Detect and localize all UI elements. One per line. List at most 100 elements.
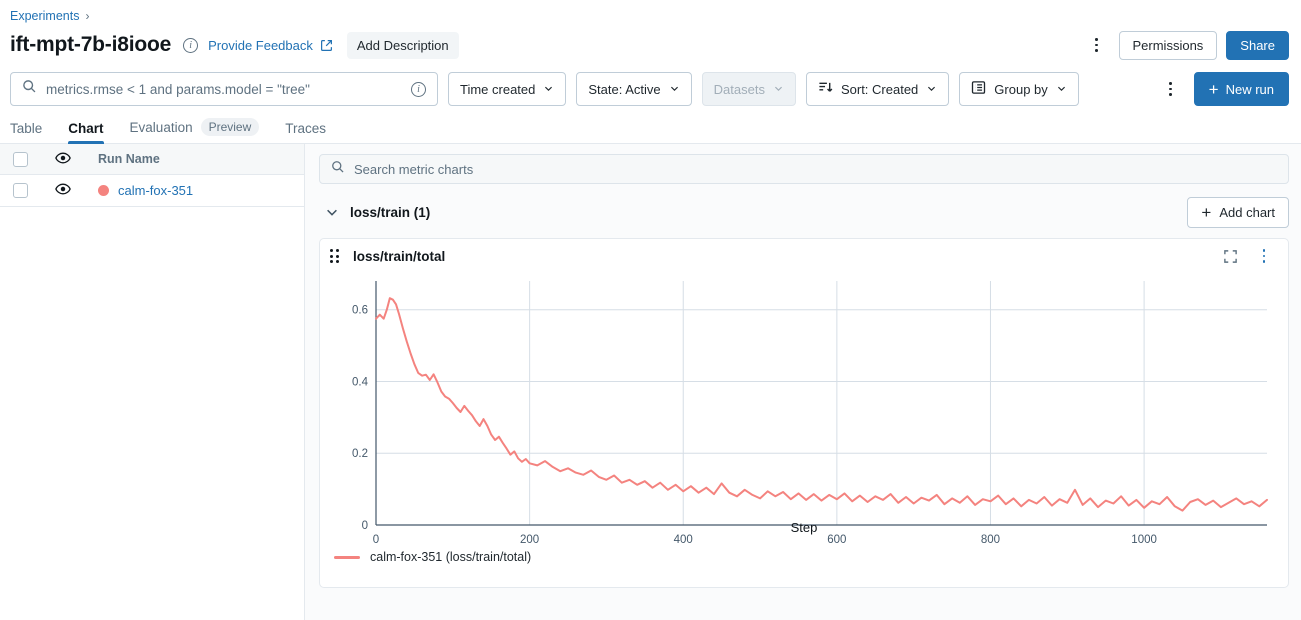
fullscreen-icon[interactable] <box>1223 249 1238 264</box>
add-chart-label: Add chart <box>1219 204 1275 220</box>
eye-icon[interactable] <box>55 150 71 169</box>
chevron-down-icon <box>773 82 784 97</box>
plus-icon: + <box>1201 202 1212 222</box>
drag-handle-icon[interactable] <box>330 249 342 263</box>
new-run-label: New run <box>1225 81 1274 97</box>
y-tick-label: 0.6 <box>352 305 368 317</box>
permissions-button[interactable]: Permissions <box>1118 30 1218 60</box>
chart-svg: 0 0.2 0.4 0.6 0 200 400 600 800 1000 <box>352 281 1268 546</box>
row-visibility-cell <box>40 181 86 200</box>
preview-badge: Preview <box>200 118 260 136</box>
chart-card-header: loss/train/total <box>320 239 1288 273</box>
search-help-icon[interactable]: i <box>411 81 426 97</box>
tab-table[interactable]: Table <box>10 121 42 143</box>
group-by-label: Group by <box>994 81 1048 97</box>
chevron-down-icon <box>926 82 937 97</box>
state-filter-label: State: Active <box>588 81 661 97</box>
tab-chart[interactable]: Chart <box>68 121 104 144</box>
x-tick-label: 200 <box>520 534 539 546</box>
sort-descending-icon <box>818 80 833 98</box>
info-circle-icon[interactable]: i <box>183 37 199 53</box>
search-icon <box>22 79 37 99</box>
chevron-down-icon[interactable] <box>319 205 345 219</box>
tab-traces-label: Traces <box>285 121 327 136</box>
datasets-label: Datasets <box>713 81 765 97</box>
time-created-label: Time created <box>460 81 536 97</box>
runs-panel: Run Name calm-fox-351 <box>0 144 305 620</box>
chart-legend: calm-fox-351 (loss/train/total) <box>334 550 531 564</box>
page-body: Run Name calm-fox-351 <box>0 144 1301 620</box>
metric-search-input[interactable]: Search metric charts <box>354 161 474 177</box>
row-checkbox-cell <box>0 183 40 198</box>
share-button[interactable]: Share <box>1226 30 1289 60</box>
tab-evaluation-label: Evaluation <box>129 119 193 135</box>
metric-chart-card: loss/train/total 0 0.2 0.4 0.6 0 200 400 600 800… <box>319 238 1289 588</box>
y-tick-label: 0.4 <box>352 376 369 388</box>
select-all-cell <box>0 151 40 167</box>
eye-icon[interactable] <box>55 181 71 200</box>
new-run-button[interactable]: + New run <box>1193 72 1289 106</box>
tab-evaluation[interactable]: Evaluation Preview <box>130 118 260 143</box>
page-title: ift-mpt-7b-i8iooe <box>10 33 172 56</box>
run-name-header-label: Run Name <box>98 152 160 166</box>
run-search-box[interactable]: metrics.rmse < 1 and params.model = "tre… <box>10 72 438 106</box>
runs-table-header: Run Name <box>0 144 304 175</box>
select-all-checkbox[interactable] <box>12 151 28 167</box>
tab-chart-label: Chart <box>68 121 104 136</box>
run-search-input[interactable]: metrics.rmse < 1 and params.model = "tre… <box>46 81 310 97</box>
run-color-swatch <box>98 185 109 196</box>
filter-toolbar: metrics.rmse < 1 and params.model = "tre… <box>0 66 1301 112</box>
toolbar-kebab-menu-icon[interactable] <box>1158 76 1184 102</box>
add-chart-button[interactable]: + Add chart <box>1187 196 1289 228</box>
metric-group-title: loss/train (1) <box>350 204 431 220</box>
charts-panel: Search metric charts loss/train (1) + Ad… <box>305 144 1301 620</box>
kebab-menu-icon[interactable] <box>1084 32 1110 58</box>
chevron-down-icon <box>669 82 680 97</box>
time-created-dropdown[interactable]: Time created <box>448 72 567 106</box>
visibility-header-cell <box>40 150 86 169</box>
title-actions: Permissions Share <box>1084 30 1289 60</box>
tab-table-label: Table <box>10 121 43 136</box>
chevron-down-icon <box>543 82 554 97</box>
x-tick-label: 400 <box>674 534 693 546</box>
sort-label: Sort: Created <box>840 81 919 97</box>
legend-color-line <box>334 555 360 559</box>
provide-feedback-link[interactable]: Provide Feedback <box>208 38 333 53</box>
x-axis-label: Step <box>790 520 818 535</box>
provide-feedback-label: Provide Feedback <box>208 37 313 53</box>
plus-icon: + <box>1208 79 1219 99</box>
run-name-link[interactable]: calm-fox-351 <box>118 183 194 198</box>
run-name-header-cell: Run Name <box>86 152 304 166</box>
breadcrumb: Experiments › <box>0 0 1301 24</box>
x-tick-label: 800 <box>981 534 1000 546</box>
breadcrumb-experiments-link[interactable]: Experiments <box>10 8 80 23</box>
legend-label: calm-fox-351 (loss/train/total) <box>370 550 532 564</box>
y-tick-label: 0.2 <box>352 448 368 460</box>
metric-search-box[interactable]: Search metric charts <box>319 154 1289 184</box>
datasets-dropdown: Datasets <box>701 72 796 106</box>
external-link-icon <box>320 39 333 52</box>
x-tick-label: 600 <box>827 534 846 546</box>
line-chart-plot: 0 0.2 0.4 0.6 0 200 400 600 800 1000 Step calm-fo… <box>320 273 1288 573</box>
breadcrumb-separator: › <box>85 8 90 23</box>
metric-group-header: loss/train (1) + Add chart <box>319 192 1289 232</box>
row-checkbox[interactable] <box>12 183 28 198</box>
series-line <box>375 297 1268 512</box>
state-filter-dropdown[interactable]: State: Active <box>576 72 692 106</box>
tab-traces[interactable]: Traces <box>285 121 326 143</box>
title-row: ift-mpt-7b-i8iooe i Provide Feedback Add… <box>0 24 1301 66</box>
chart-card-actions <box>1223 243 1277 269</box>
run-name-cell: calm-fox-351 <box>86 183 304 198</box>
x-tick-label: 0 <box>373 534 379 546</box>
y-tick-label: 0 <box>362 520 368 532</box>
table-row[interactable]: calm-fox-351 <box>0 175 304 207</box>
sort-dropdown[interactable]: Sort: Created <box>805 72 950 106</box>
chart-title: loss/train/total <box>353 248 446 264</box>
group-by-dropdown[interactable]: Group by <box>959 72 1079 106</box>
chart-kebab-menu-icon[interactable] <box>1251 243 1277 269</box>
chevron-down-icon <box>1056 82 1067 97</box>
list-icon <box>971 80 986 98</box>
search-icon <box>331 160 345 179</box>
add-description-button[interactable]: Add Description <box>346 31 459 59</box>
